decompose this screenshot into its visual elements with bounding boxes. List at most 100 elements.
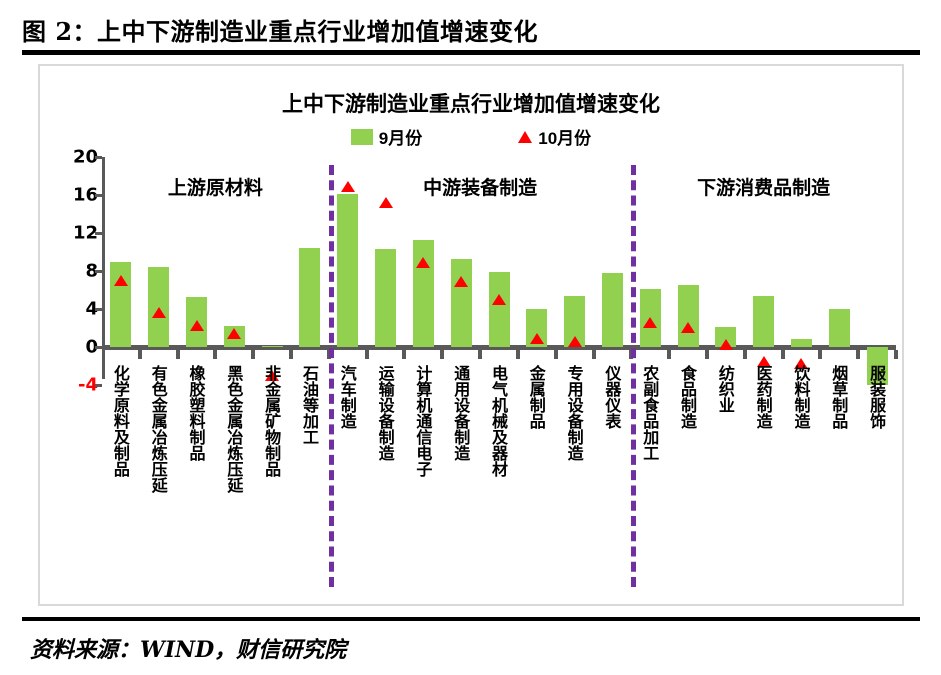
bar-september: [299, 248, 321, 347]
x-axis-category-label: 仪器仪表: [602, 365, 622, 429]
x-axis-category-label: 橡胶塑料制品: [186, 365, 206, 461]
section-label-1: 上游原材料: [167, 177, 263, 199]
section-divider-line: [631, 165, 637, 587]
bar-september: [337, 194, 359, 347]
x-axis-tickmark: [440, 350, 445, 359]
x-axis-category-label: 汽车制造: [337, 365, 357, 429]
x-axis-category-label: 农副食品加工: [640, 365, 660, 461]
legend-label-september: 9月份: [378, 129, 423, 148]
marker-october: [492, 293, 506, 305]
bar-september: [828, 309, 850, 347]
y-axis-tickmark: [95, 232, 102, 235]
bar-september: [488, 271, 510, 347]
section-label-2: 中游装备制造: [423, 177, 538, 199]
x-axis-tickmark: [364, 350, 369, 359]
marker-october: [151, 306, 166, 318]
x-axis-category-label: 电气机械及器材: [489, 365, 508, 477]
red-triangle-swatch-icon: [518, 130, 533, 143]
x-axis-tickmark: [289, 350, 294, 359]
x-axis-category-label: 黑色金属冶炼压延: [224, 365, 244, 493]
y-axis-tick--4: -4: [78, 374, 98, 396]
marker-october: [454, 276, 469, 288]
bar-september: [450, 258, 472, 347]
marker-october: [718, 339, 733, 351]
y-axis-tickmark: [95, 270, 102, 273]
x-axis-tickmark: [667, 350, 672, 359]
x-axis-tickmark: [515, 350, 520, 359]
legend-entry-october: 10月份: [518, 124, 591, 149]
x-axis-tickmark: [894, 350, 898, 359]
y-axis-tick-8: 8: [85, 260, 98, 282]
bar-september: [753, 295, 775, 347]
section-divider-line: [328, 165, 334, 587]
marker-october: [794, 358, 809, 370]
bar-september: [261, 346, 283, 348]
x-axis-tickmark: [553, 350, 558, 359]
figure-header: 图 2：上中下游制造业重点行业增加值增速变化: [22, 8, 922, 50]
x-axis-category-label: 纺织业: [715, 365, 735, 413]
legend-entry-september: 9月份: [350, 124, 423, 149]
x-axis-zero-line: [102, 345, 896, 350]
bar-september: [375, 249, 397, 347]
marker-october: [378, 196, 393, 208]
x-axis-category-label: 通用设备制造: [451, 365, 471, 461]
chart-legend: 9月份 10月份: [40, 124, 902, 149]
x-axis-category-label: 计算机通信电子: [413, 365, 433, 477]
marker-october: [529, 333, 544, 345]
y-axis-tickmark: [95, 384, 102, 387]
x-axis-category-label: 化学原料及制品: [110, 365, 130, 477]
legend-label-october: 10月份: [538, 129, 592, 148]
y-axis-tick-16: 16: [72, 184, 98, 206]
x-axis-tickmark: [402, 350, 407, 359]
y-axis-tick-labels: -4 0 4 8 12 16 20: [54, 66, 98, 604]
x-axis-tickmark: [137, 350, 142, 359]
footer-divider-rule: [22, 617, 920, 621]
x-axis-category-label: 非金属矿物制品: [262, 365, 282, 477]
green-bar-swatch-icon: [350, 128, 373, 145]
bar-september: [677, 285, 699, 347]
marker-october: [227, 327, 242, 339]
marker-october: [643, 317, 658, 329]
x-axis-tickmark: [742, 350, 747, 359]
y-axis-spine: [102, 157, 105, 379]
x-axis-category-label: 专用设备制造: [564, 365, 584, 461]
x-axis-category-label: 烟草制品: [829, 365, 849, 429]
y-axis-tick-0: 0: [85, 336, 98, 358]
x-axis-category-label: 食品制造: [678, 365, 698, 429]
y-axis-tickmark: [95, 308, 102, 311]
y-axis-tickmark: [95, 194, 102, 197]
bar-september: [412, 239, 434, 347]
x-axis-tickmark: [856, 350, 861, 359]
marker-october: [567, 336, 582, 348]
marker-october: [340, 181, 355, 193]
marker-october: [113, 274, 128, 286]
bar-september: [790, 339, 812, 347]
marker-october: [189, 320, 204, 332]
bar-september: [564, 295, 586, 347]
marker-october: [265, 369, 280, 381]
figure-caption: 图 2：上中下游制造业重点行业增加值增速变化: [22, 16, 539, 46]
chart-title: 上中下游制造业重点行业增加值增速变化: [282, 92, 660, 116]
source-note: 资料来源：WIND，财信研究院: [30, 637, 347, 663]
y-axis-tick-12: 12: [72, 222, 98, 244]
marker-october: [756, 356, 771, 368]
plot-area: -4 0 4 8 12 16 20 化学原料及制品 有色金属冶炼压延 橡胶塑料制品 黑色金属冶炼压…: [40, 66, 902, 604]
section-label-3: 下游消费品制造: [697, 177, 831, 199]
bar-september: [866, 347, 888, 385]
marker-october: [416, 257, 431, 269]
x-axis-tickmark: [175, 350, 180, 359]
x-axis-tickmark: [251, 350, 256, 359]
bar-september: [601, 272, 623, 347]
marker-october: [681, 322, 696, 333]
y-axis-tick-20: 20: [72, 146, 98, 168]
x-axis-tickmark: [780, 350, 785, 359]
x-axis-category-label: 金属制品: [526, 365, 546, 429]
x-axis-tickmark: [213, 350, 218, 359]
y-axis-tickmark: [95, 346, 102, 349]
y-axis-tickmark: [95, 156, 102, 159]
y-axis-tick-4: 4: [85, 298, 98, 320]
x-axis-category-label: 石油等加工: [299, 365, 319, 445]
header-divider-rule: [22, 50, 920, 55]
x-axis-tickmark: [818, 350, 823, 359]
chart-container: 上中下游制造业重点行业增加值增速变化 9月份 10月份 -4 0 4 8 12 16 20 …: [38, 64, 904, 606]
